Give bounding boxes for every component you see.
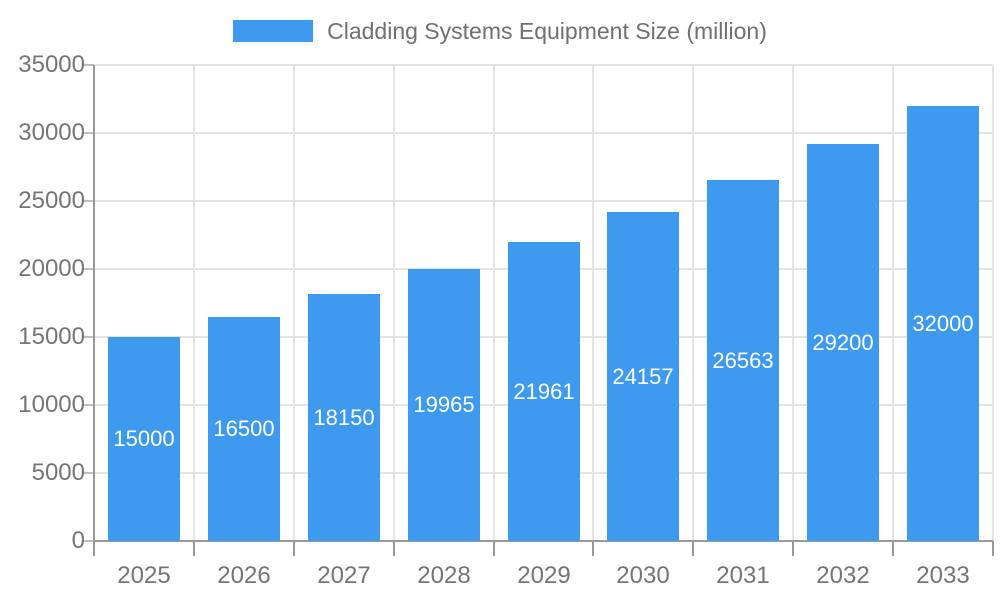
bar-value-label: 16500: [213, 416, 275, 441]
x-axis-tick-label: 2028: [417, 562, 471, 589]
bar: [208, 317, 280, 541]
x-tick-mark: [393, 541, 395, 556]
v-gridline: [393, 65, 395, 541]
bar-value-label: 15000: [113, 426, 175, 451]
bar-value-label: 29200: [812, 330, 874, 355]
v-gridline: [992, 65, 994, 541]
y-axis-tick-label: 35000: [18, 51, 85, 78]
v-gridline: [493, 65, 495, 541]
x-tick-mark: [992, 541, 994, 556]
v-gridline: [193, 65, 195, 541]
v-gridline: [592, 65, 594, 541]
y-axis-line: [93, 65, 95, 541]
y-axis-tick-label: 25000: [18, 187, 85, 214]
y-tick-mark: [84, 268, 94, 270]
y-tick-mark: [84, 540, 94, 542]
legend-swatch: [233, 20, 314, 42]
y-axis-tick-label: 10000: [18, 391, 85, 418]
x-axis-tick-label: 2026: [217, 562, 271, 589]
bar: [108, 337, 180, 541]
x-axis-tick-label: 2032: [816, 562, 870, 589]
x-axis-tick-label: 2031: [716, 562, 770, 589]
y-axis-tick-label: 0: [71, 527, 85, 554]
bar: [807, 144, 879, 541]
h-gridline: [94, 64, 993, 66]
y-tick-mark: [84, 200, 94, 202]
x-tick-mark: [692, 541, 694, 556]
bar: [607, 212, 679, 541]
x-axis-line: [93, 540, 993, 542]
x-tick-mark: [493, 541, 495, 556]
x-tick-mark: [193, 541, 195, 556]
bar-value-label: 18150: [313, 405, 375, 430]
y-axis-tick-label: 30000: [18, 119, 85, 146]
bar: [907, 106, 979, 541]
bar: [308, 294, 380, 541]
y-tick-mark: [84, 404, 94, 406]
h-gridline: [94, 200, 993, 202]
bar-value-label: 32000: [912, 311, 974, 336]
bar: [707, 180, 779, 541]
x-axis-tick-label: 2029: [517, 562, 571, 589]
y-tick-mark: [84, 472, 94, 474]
bar: [508, 242, 580, 541]
bar: [408, 269, 480, 541]
h-gridline: [94, 132, 993, 134]
x-tick-mark: [892, 541, 894, 556]
bar-value-label: 24157: [612, 364, 674, 389]
v-gridline: [692, 65, 694, 541]
x-axis-tick-label: 2027: [317, 562, 371, 589]
v-gridline: [892, 65, 894, 541]
y-tick-mark: [84, 132, 94, 134]
legend: Cladding Systems Equipment Size (million…: [0, 18, 1000, 44]
bar-value-label: 26563: [712, 348, 774, 373]
y-axis-tick-label: 15000: [18, 323, 85, 350]
y-tick-mark: [84, 64, 94, 66]
y-tick-mark: [84, 336, 94, 338]
legend-label: Cladding Systems Equipment Size (million…: [327, 18, 767, 44]
x-tick-mark: [293, 541, 295, 556]
x-axis-tick-label: 2030: [616, 562, 670, 589]
y-axis-tick-label: 20000: [18, 255, 85, 282]
v-gridline: [792, 65, 794, 541]
x-tick-mark: [792, 541, 794, 556]
v-gridline: [293, 65, 295, 541]
bar-value-label: 21961: [513, 379, 575, 404]
x-axis-tick-label: 2033: [916, 562, 970, 589]
x-tick-mark: [592, 541, 594, 556]
bar-value-label: 19965: [413, 392, 475, 417]
x-tick-mark: [93, 541, 95, 556]
x-axis-tick-label: 2025: [117, 562, 171, 589]
y-axis-tick-label: 5000: [31, 459, 85, 486]
